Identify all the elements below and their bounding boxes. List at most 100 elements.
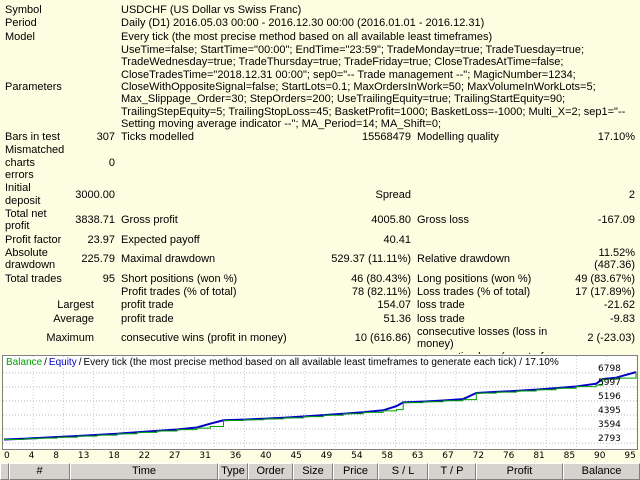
- report-cell: consecutive profit (count of wins): [118, 351, 312, 354]
- column-header-t-p[interactable]: T / P: [428, 463, 476, 480]
- legend-equity-label: Equity: [48, 357, 77, 368]
- report-row: Period Daily (D1) 2016.05.03 00:00 - 2016…: [2, 17, 638, 29]
- report-cell: Gross loss: [417, 214, 469, 227]
- column-header-balance[interactable]: Balance: [563, 463, 640, 480]
- report-row: Profit factor 23.97 Expected payoff 40.41: [2, 234, 638, 246]
- report-cell: Long positions (won %): [417, 272, 532, 285]
- report-cell: profit trade: [121, 299, 174, 312]
- report-cell: 11.52% (487.36): [594, 246, 636, 272]
- report-row: Mismatched charts errors 0: [2, 144, 638, 181]
- chart-legend: Balance / Equity / Every tick (the most prec…: [6, 357, 559, 368]
- report-cell: Absolute drawdown: [5, 246, 56, 272]
- x-tick-label: 8: [53, 451, 60, 461]
- column-header-price[interactable]: Price: [333, 463, 378, 480]
- column-header-type[interactable]: Type: [218, 463, 248, 480]
- report-cell: [414, 182, 554, 207]
- report-row: Bars in test 307 Ticks modelled 15568479 Mod…: [2, 131, 638, 143]
- x-tick-label: 85: [563, 451, 576, 461]
- report-cell: Profit factor: [5, 233, 62, 246]
- report-cell: 15568479: [362, 131, 411, 144]
- report-cell: Ticks modelled: [121, 131, 194, 144]
- report-cell: consecutive loss (count of losses): [414, 351, 554, 354]
- report-cell: 225.79: [81, 253, 115, 266]
- report-cell: Profit trades (% of total): [121, 285, 237, 298]
- column-header-number[interactable]: #: [9, 463, 70, 480]
- report-cell: 307: [96, 131, 115, 144]
- report-cell: Model: [5, 30, 35, 43]
- report-cell: Period: [5, 17, 37, 30]
- report-cell: -23.03 (2): [554, 351, 638, 354]
- report-cell: Largest: [57, 299, 94, 312]
- report-cell: Initial deposit: [5, 182, 41, 207]
- report-row: Parameters UseTime=false; StartTime="00:0…: [2, 44, 638, 130]
- x-tick-label: 0: [4, 451, 10, 461]
- report-row: Total trades 95 Short positions (won %) 46 …: [2, 273, 638, 285]
- report-cell: [118, 182, 312, 207]
- x-tick-label: 18: [108, 451, 120, 461]
- y-tick-label: 5196: [598, 392, 621, 402]
- report-cell: 46 (80.43%): [351, 272, 411, 285]
- report-row: Largest profit trade 154.07 loss trade -21.6…: [2, 299, 638, 311]
- report-cell: Bars in test: [5, 131, 61, 144]
- column-header-size[interactable]: Size: [293, 463, 333, 480]
- report-cell: 40.41: [383, 233, 411, 246]
- x-tick-label: 49: [320, 451, 333, 461]
- report-table: Symbol USDCHF (US Dollar vs Swiss Franc) P…: [2, 3, 638, 354]
- x-tick-label: 54: [351, 451, 363, 461]
- report-cell: Loss trades (% of total): [417, 285, 531, 298]
- x-tick-label: 76: [502, 451, 515, 461]
- report-cell: Daily (D1) 2016.05.03 00:00 - 2016.12.30…: [121, 17, 485, 30]
- legend-separator-icon: /: [44, 357, 47, 368]
- table-corner-cell: [0, 463, 9, 480]
- x-tick-label: 58: [381, 451, 393, 461]
- report-cell: 0: [108, 156, 115, 169]
- x-tick-label: 63: [411, 451, 424, 461]
- legend-balance-label: Balance: [6, 357, 43, 368]
- report-cell: 529.37 (11.11%): [331, 253, 411, 266]
- report-cell: Expected payoff: [121, 233, 200, 246]
- report-cell: Maximal: [2, 351, 118, 354]
- report-cell: loss trade: [417, 299, 465, 312]
- report-cell: -9.83: [609, 312, 636, 325]
- report-row: Model Every tick (the most precise method…: [2, 31, 638, 43]
- report-cell: 3000.00: [75, 188, 115, 201]
- column-header-time[interactable]: Time: [70, 463, 218, 480]
- report-row: Initial deposit 3000.00 Spread 2: [2, 182, 638, 207]
- column-header-profit[interactable]: Profit: [476, 463, 563, 480]
- report-cell: [2, 286, 118, 298]
- y-tick-label: 3594: [598, 420, 621, 430]
- report-cell: 10 (616.86): [354, 331, 411, 344]
- report-cell: consecutive wins (profit in money): [121, 331, 287, 344]
- report-cell: 51.36: [383, 312, 411, 325]
- report-cell: -167.09: [597, 214, 636, 227]
- report-row: Maximum consecutive wins (profit in money…: [2, 326, 638, 351]
- report-row: Profit trades (% of total) 78 (82.11%) Los…: [2, 286, 638, 298]
- column-header-s-l[interactable]: S / L: [378, 463, 428, 480]
- report-cell: Maximum: [46, 331, 94, 344]
- report-cell: 17 (17.89%): [575, 285, 636, 298]
- report-cell: Relative drawdown: [417, 253, 510, 266]
- report-cell: 2 (-23.03): [587, 331, 636, 344]
- x-tick-label: 95: [624, 451, 636, 461]
- report-cell: Short positions (won %): [121, 272, 238, 285]
- x-tick-label: 27: [169, 451, 181, 461]
- report-row: Average profit trade 51.36 loss trade -9.83: [2, 313, 638, 325]
- report-cell: 78 (82.11%): [351, 285, 411, 298]
- report-cell: consecutive losses (loss in money): [417, 325, 548, 351]
- report-cell: Modelling quality: [417, 131, 499, 144]
- report-row: Symbol USDCHF (US Dollar vs Swiss Franc): [2, 4, 638, 16]
- report-cell: Spread: [375, 188, 411, 201]
- report-cell: Mismatched charts errors: [5, 144, 65, 182]
- report-cell: Total trades: [5, 272, 62, 285]
- report-cell: 95: [102, 272, 115, 285]
- balance-equity-chart: Balance / Equity / Every tick (the most prec…: [2, 355, 638, 450]
- y-tick-label: 2793: [598, 434, 621, 444]
- x-tick-label: 45: [290, 451, 302, 461]
- report-summary: Symbol USDCHF (US Dollar vs Swiss Franc) P…: [2, 3, 638, 354]
- column-header-order[interactable]: Order: [248, 463, 293, 480]
- report-cell: 4005.80: [371, 214, 411, 227]
- chart-x-axis: 0 4 8 13 18 22 27 31 36 40 45 49 54 58 63 67 72 76 81 85 90 9…: [0, 451, 640, 463]
- report-cell: profit trade: [121, 312, 174, 325]
